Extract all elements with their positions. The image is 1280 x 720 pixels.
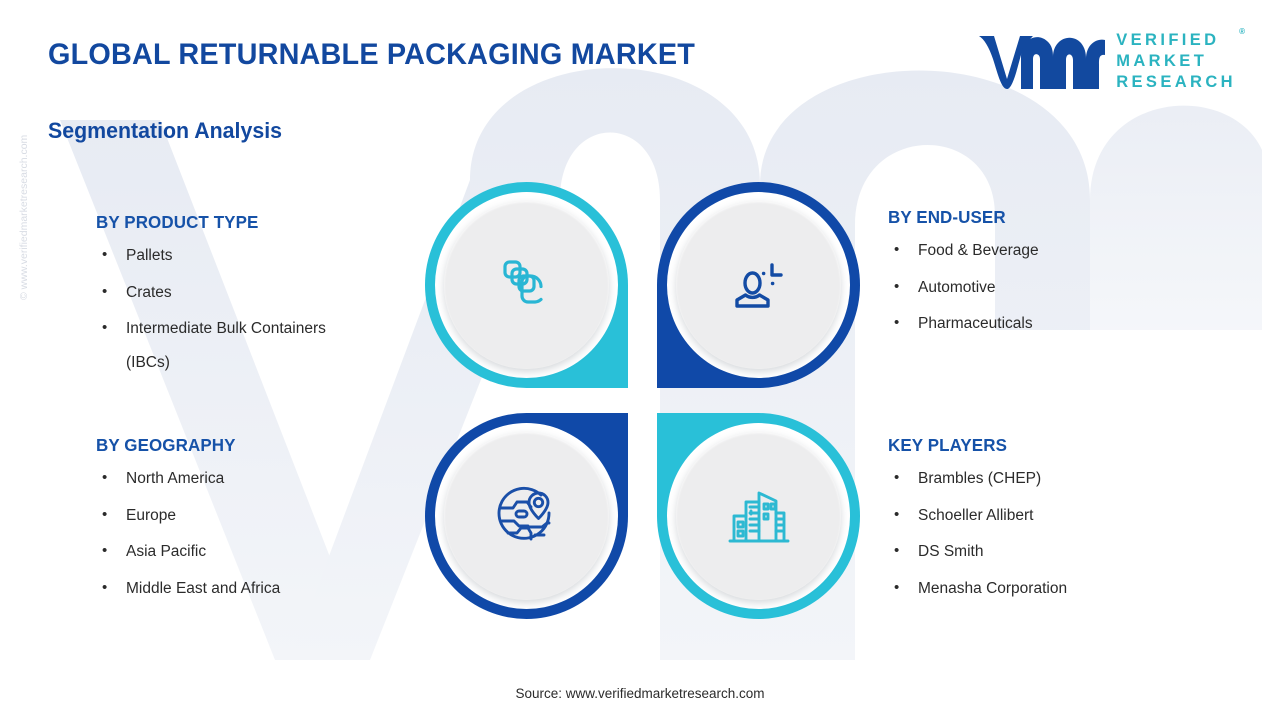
bullet-icon: • [102, 319, 108, 336]
stacked-boxes-icon [502, 260, 543, 304]
segment-heading-geography: BY GEOGRAPHY [96, 435, 236, 455]
list-item-label: Menasha Corporation [918, 579, 1068, 597]
bullet-icon: • [894, 542, 900, 559]
bullet-icon: • [894, 578, 900, 596]
segment-list-geography: • North America • Europe • Asia Pacific • Mi… [96, 469, 426, 597]
page-title: GLOBAL RETURNABLE PACKAGING MARKET [48, 38, 696, 71]
segment-key-players: KEY PLAYERS • Brambles (CHEP) • Schoeller … [888, 435, 1228, 617]
segmentation-quad-graphic [425, 182, 860, 619]
logo-line-verified: VERIFIED [1116, 31, 1220, 49]
list-item: • DS Smith [888, 542, 1228, 560]
list-item: • Brambles (CHEP) [888, 469, 1228, 487]
list-item: • Asia Pacific [96, 542, 426, 560]
segment-geography: BY GEOGRAPHY • North America • Europe • Asi… [96, 435, 426, 617]
logo-wordmark: VERIFIED MARKET RESEARCH ® [1116, 27, 1245, 93]
list-item-label: DS Smith [918, 543, 984, 560]
list-item-label: Schoeller Allibert [918, 506, 1034, 524]
bullet-icon: • [894, 469, 900, 486]
bullet-icon: • [102, 505, 108, 523]
list-item-label: Automotive [918, 278, 996, 296]
quad-inner-disc [444, 201, 609, 369]
list-item: • Crates [96, 282, 426, 301]
bullet-icon: • [102, 246, 108, 263]
page-subtitle: Segmentation Analysis [48, 118, 283, 143]
segment-list-product-type: • Pallets • Crates • Intermediate Bulk Cont… [96, 246, 426, 371]
bullet-icon: • [894, 241, 900, 258]
side-watermark-text: © www.verifiedmarketresearch.com [18, 134, 30, 300]
list-item-label: Food & Beverage [918, 242, 1039, 259]
quad-inner-disc [444, 432, 609, 600]
logo-line-market: MARKET [1116, 52, 1208, 71]
quad-inner-disc [676, 432, 841, 600]
list-item-label: Asia Pacific [126, 543, 207, 560]
segment-heading-product-type: BY PRODUCT TYPE [96, 212, 259, 232]
quad-cell-end-user[interactable] [657, 182, 860, 388]
bullet-icon: • [102, 542, 108, 559]
list-item-label: Europe [126, 506, 176, 524]
quad-cell-geography[interactable] [425, 413, 628, 619]
segment-heading-key-players: KEY PLAYERS [888, 435, 1008, 455]
logo-line-research: RESEARCH [1116, 73, 1236, 92]
list-item-label: Crates [126, 283, 172, 301]
list-item-label-continued: (IBCs) [126, 353, 170, 371]
bullet-icon: • [102, 578, 108, 596]
list-item: • Pallets [96, 246, 426, 264]
bullet-icon: • [894, 505, 900, 523]
segment-product-type: BY PRODUCT TYPE • Pallets • Crates • Interm… [96, 212, 426, 391]
registered-trademark-icon: ® [1239, 27, 1245, 36]
list-item-label: Middle East and Africa [126, 579, 281, 597]
list-item: • Schoeller Allibert [888, 505, 1228, 524]
segment-heading-end-user: BY END-USER [888, 207, 1006, 227]
list-item: • Food & Beverage [888, 241, 1228, 259]
list-item-label: Pallets [126, 247, 173, 264]
list-item-label: North America [126, 470, 225, 487]
list-item: • Europe [96, 505, 426, 524]
list-item-label: Intermediate Bulk Containers [126, 320, 326, 337]
vmr-monogram-icon [979, 35, 1106, 89]
segment-end-user: BY END-USER • Food & Beverage • Automotive… [888, 207, 1228, 353]
source-footer: Source: www.verifiedmarketresearch.com [515, 686, 765, 701]
list-item: • Intermediate Bulk Containers (IBCs) [96, 319, 426, 371]
list-item: • Menasha Corporation [888, 578, 1228, 597]
bullet-icon: • [894, 314, 900, 331]
quad-inner-disc [676, 201, 841, 369]
segment-list-end-user: • Food & Beverage • Automotive • Pharmaceut… [888, 241, 1228, 332]
bullet-icon: • [102, 469, 108, 486]
quad-cell-key-players[interactable] [657, 413, 860, 619]
list-item-label: Pharmaceuticals [918, 315, 1033, 332]
vmr-logo[interactable]: VERIFIED MARKET RESEARCH ® [977, 27, 1245, 93]
buildings-city-icon [728, 491, 789, 543]
list-item: • Automotive [888, 277, 1228, 296]
list-item: • Middle East and Africa [96, 578, 426, 597]
list-item-label: Brambles (CHEP) [918, 470, 1042, 487]
segment-list-key-players: • Brambles (CHEP) • Schoeller Allibert • DS… [888, 469, 1228, 597]
globe-pin-icon [497, 486, 550, 541]
bullet-icon: • [894, 277, 900, 295]
quad-cell-product-type[interactable] [425, 182, 628, 388]
bullet-icon: • [102, 282, 108, 300]
list-item: • North America [96, 469, 426, 487]
user-person-icon [734, 263, 783, 308]
list-item: • Pharmaceuticals [888, 314, 1228, 332]
